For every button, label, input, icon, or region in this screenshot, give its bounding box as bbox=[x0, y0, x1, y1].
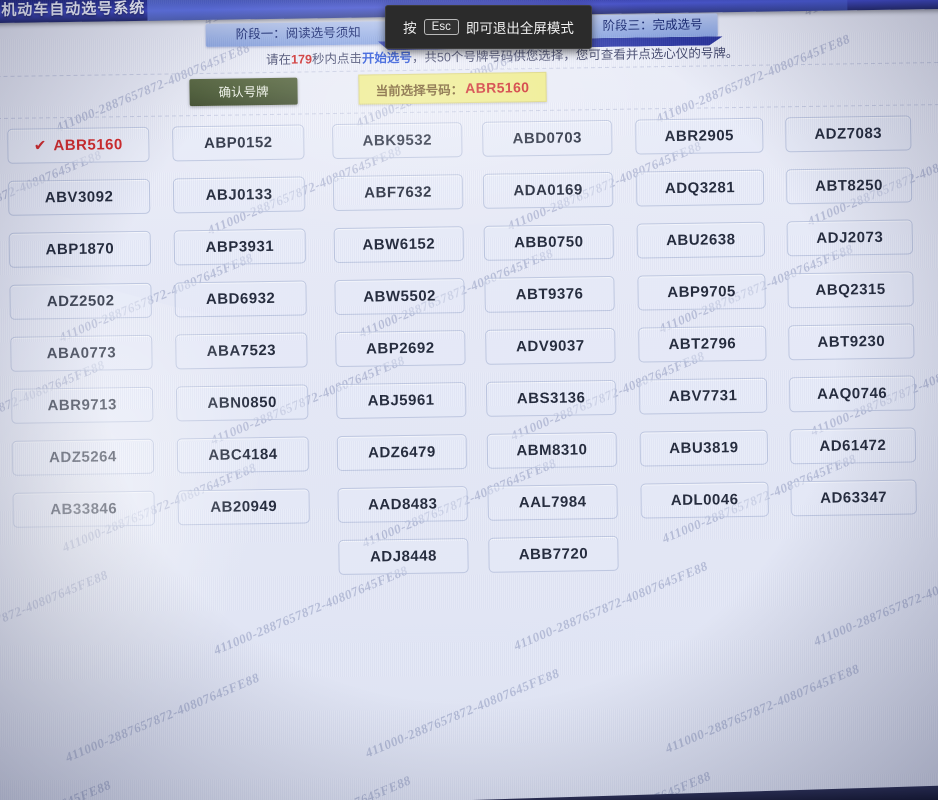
toast-prefix: 按 bbox=[403, 21, 417, 36]
fullscreen-exit-toast: 按 Esc 即可退出全屏模式 bbox=[385, 5, 592, 49]
esc-key-icon: Esc bbox=[423, 19, 459, 35]
toast-suffix: 即可退出全屏模式 bbox=[465, 21, 574, 36]
